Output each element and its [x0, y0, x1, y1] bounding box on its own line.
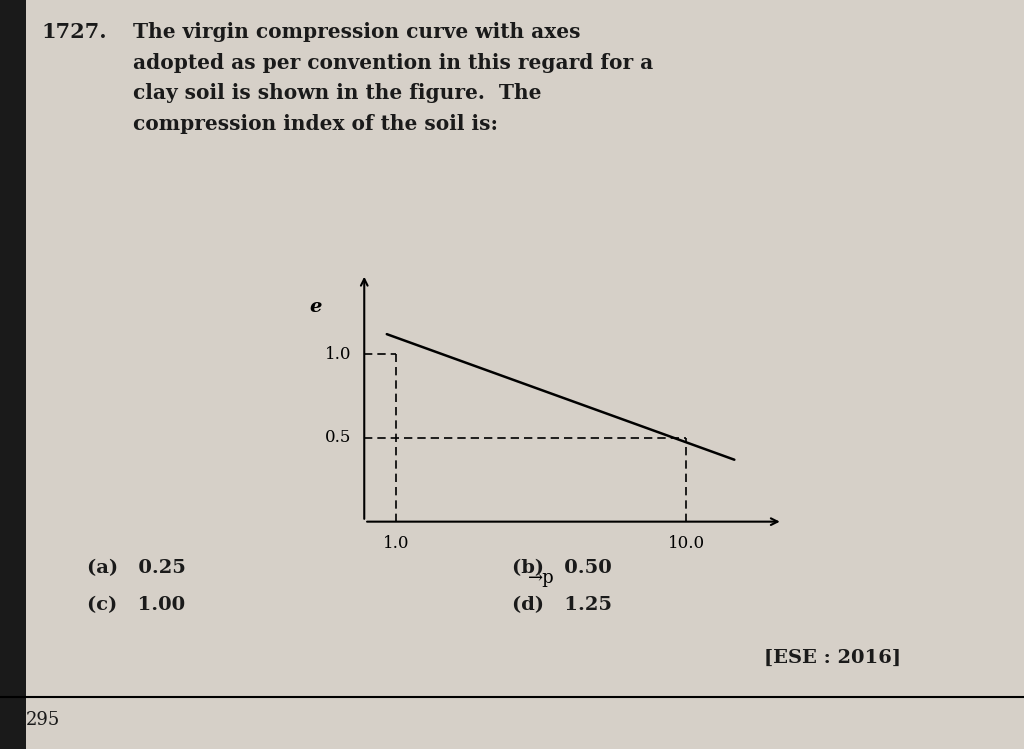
- Text: (d)   1.25: (d) 1.25: [512, 596, 612, 614]
- Text: The virgin compression curve with axes
adopted as per convention in this regard : The virgin compression curve with axes a…: [133, 22, 653, 133]
- Text: (c)   1.00: (c) 1.00: [87, 596, 185, 614]
- Text: [ESE : 2016]: [ESE : 2016]: [764, 649, 901, 667]
- Text: 1727.: 1727.: [41, 22, 106, 43]
- Text: (a)   0.25: (a) 0.25: [87, 559, 186, 577]
- Text: 295: 295: [26, 711, 59, 729]
- Text: 1.0: 1.0: [383, 535, 410, 552]
- Text: (b)   0.50: (b) 0.50: [512, 559, 611, 577]
- Text: e: e: [310, 298, 323, 316]
- Text: 10.0: 10.0: [668, 535, 705, 552]
- Text: 0.5: 0.5: [325, 429, 351, 446]
- Text: 1.0: 1.0: [325, 346, 351, 363]
- Text: →p: →p: [528, 568, 555, 586]
